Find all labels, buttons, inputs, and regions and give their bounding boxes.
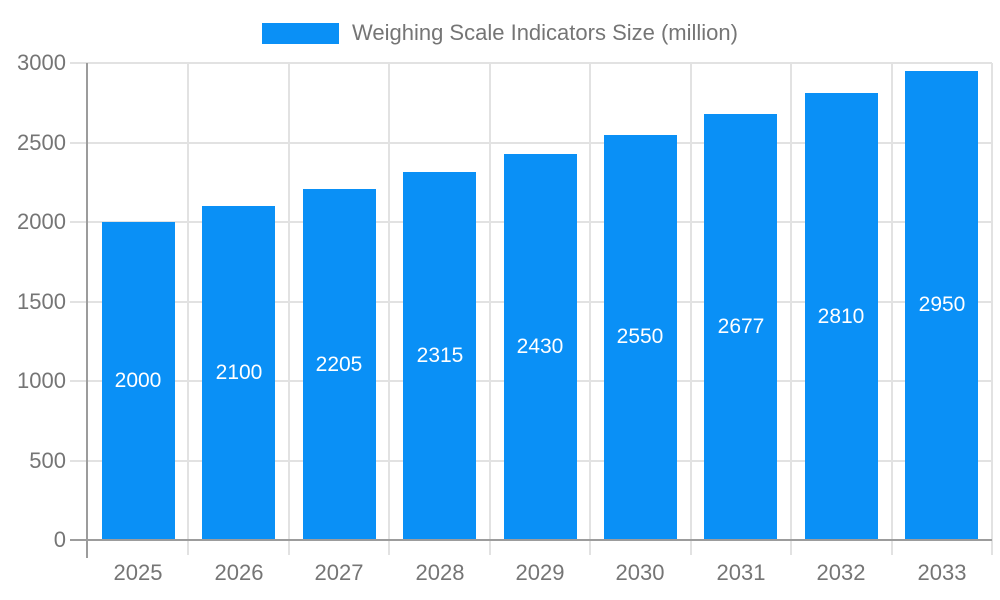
- v-gridline: [187, 63, 189, 555]
- v-gridline: [589, 63, 591, 555]
- chart-legend-item[interactable]: Weighing Scale Indicators Size (million): [0, 20, 1000, 46]
- y-tick-label: 2500: [17, 130, 66, 155]
- bar-2026[interactable]: [202, 206, 275, 540]
- bar-value-label: 2677: [717, 315, 765, 338]
- legend-swatch-icon: [262, 22, 339, 44]
- x-tick-label: 2026: [214, 560, 264, 585]
- bar-value-label: 2315: [416, 344, 464, 367]
- x-tick-label: 2025: [113, 560, 163, 585]
- bar-2028[interactable]: [403, 172, 476, 540]
- x-tick-label: 2028: [415, 560, 465, 585]
- y-tick-label: 1000: [17, 368, 66, 393]
- y-tick-label: 500: [29, 448, 66, 473]
- y-axis-line: [86, 63, 88, 558]
- h-gridline: [70, 62, 992, 64]
- y-tick-label: 3000: [17, 50, 66, 75]
- bar-value-label: 2430: [516, 335, 564, 358]
- h-gridline: [70, 142, 992, 144]
- y-tick-label: 1500: [17, 289, 66, 314]
- bar-value-label: 2550: [616, 325, 664, 348]
- x-axis-line: [70, 539, 992, 541]
- bar-2027[interactable]: [303, 189, 376, 540]
- legend-label: Weighing Scale Indicators Size (million): [352, 20, 738, 45]
- y-tick-label: 0: [53, 527, 66, 552]
- v-gridline: [891, 63, 893, 555]
- v-gridline: [790, 63, 792, 555]
- y-tick-label: 2000: [17, 209, 66, 234]
- bar-value-label: 2810: [817, 305, 865, 328]
- x-tick-label: 2027: [314, 560, 364, 585]
- v-gridline: [690, 63, 692, 555]
- v-gridline: [388, 63, 390, 555]
- x-tick-label: 2033: [917, 560, 967, 585]
- v-gridline: [991, 63, 993, 555]
- x-tick-label: 2030: [615, 560, 665, 585]
- x-tick-label: 2032: [816, 560, 866, 585]
- x-tick-label: 2031: [716, 560, 766, 585]
- bar-2025[interactable]: [102, 222, 175, 540]
- bar-2030[interactable]: [604, 135, 677, 540]
- bar-value-label: 2000: [114, 369, 162, 392]
- x-tick-label: 2029: [515, 560, 565, 585]
- bar-2033[interactable]: [905, 71, 978, 540]
- bar-2031[interactable]: [704, 114, 777, 540]
- v-gridline: [489, 63, 491, 555]
- bar-value-label: 2100: [215, 361, 263, 384]
- bar-2029[interactable]: [504, 154, 577, 540]
- bar-2032[interactable]: [805, 93, 878, 540]
- bar-value-label: 2950: [918, 293, 966, 316]
- bar-value-label: 2205: [315, 353, 363, 376]
- v-gridline: [288, 63, 290, 555]
